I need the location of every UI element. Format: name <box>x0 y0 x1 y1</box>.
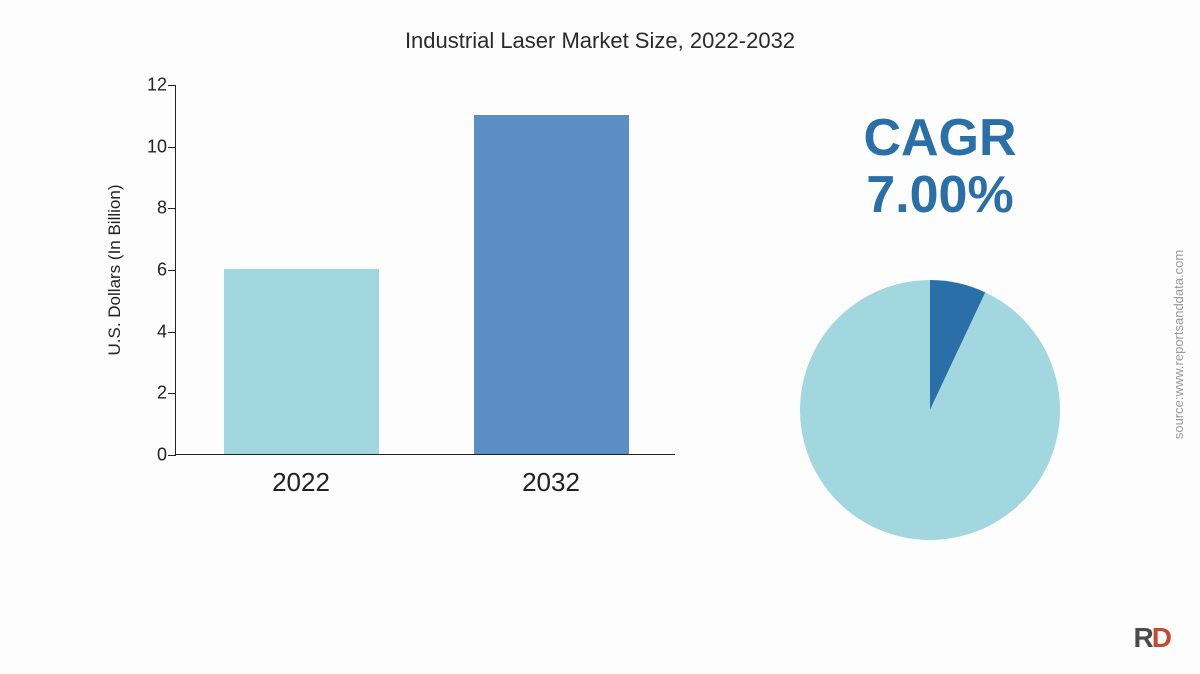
y-tick <box>168 393 176 394</box>
y-tick <box>168 455 176 456</box>
bar <box>224 269 379 454</box>
source-attribution: source:www.reportsanddata.com <box>1171 250 1186 439</box>
y-axis-label: U.S. Dollars (In Billion) <box>105 185 125 356</box>
y-tick <box>168 208 176 209</box>
logo-d: D <box>1152 622 1170 653</box>
logo: RD <box>1134 622 1170 654</box>
x-tick-label: 2022 <box>272 467 330 498</box>
chart-title: Industrial Laser Market Size, 2022-2032 <box>0 0 1200 54</box>
pie-chart <box>800 280 1060 540</box>
cagr-label: CAGR <box>780 110 1100 167</box>
y-tick-label: 10 <box>147 136 167 157</box>
y-tick-label: 6 <box>157 260 167 281</box>
y-tick <box>168 85 176 86</box>
y-tick-label: 2 <box>157 383 167 404</box>
y-tick <box>168 147 176 148</box>
bar <box>474 115 629 454</box>
cagr-value: 7.00% <box>780 167 1100 224</box>
y-tick-label: 0 <box>157 445 167 466</box>
y-tick-label: 12 <box>147 75 167 96</box>
y-tick <box>168 270 176 271</box>
x-tick-label: 2032 <box>522 467 580 498</box>
pie-slice <box>800 280 1060 540</box>
plot-area: 02468101220222032 <box>175 85 675 455</box>
cagr-block: CAGR 7.00% <box>780 110 1100 224</box>
y-tick <box>168 332 176 333</box>
y-tick-label: 8 <box>157 198 167 219</box>
y-tick-label: 4 <box>157 321 167 342</box>
logo-r: R <box>1134 622 1152 653</box>
bar-chart: U.S. Dollars (In Billion) 02468101220222… <box>135 85 675 515</box>
